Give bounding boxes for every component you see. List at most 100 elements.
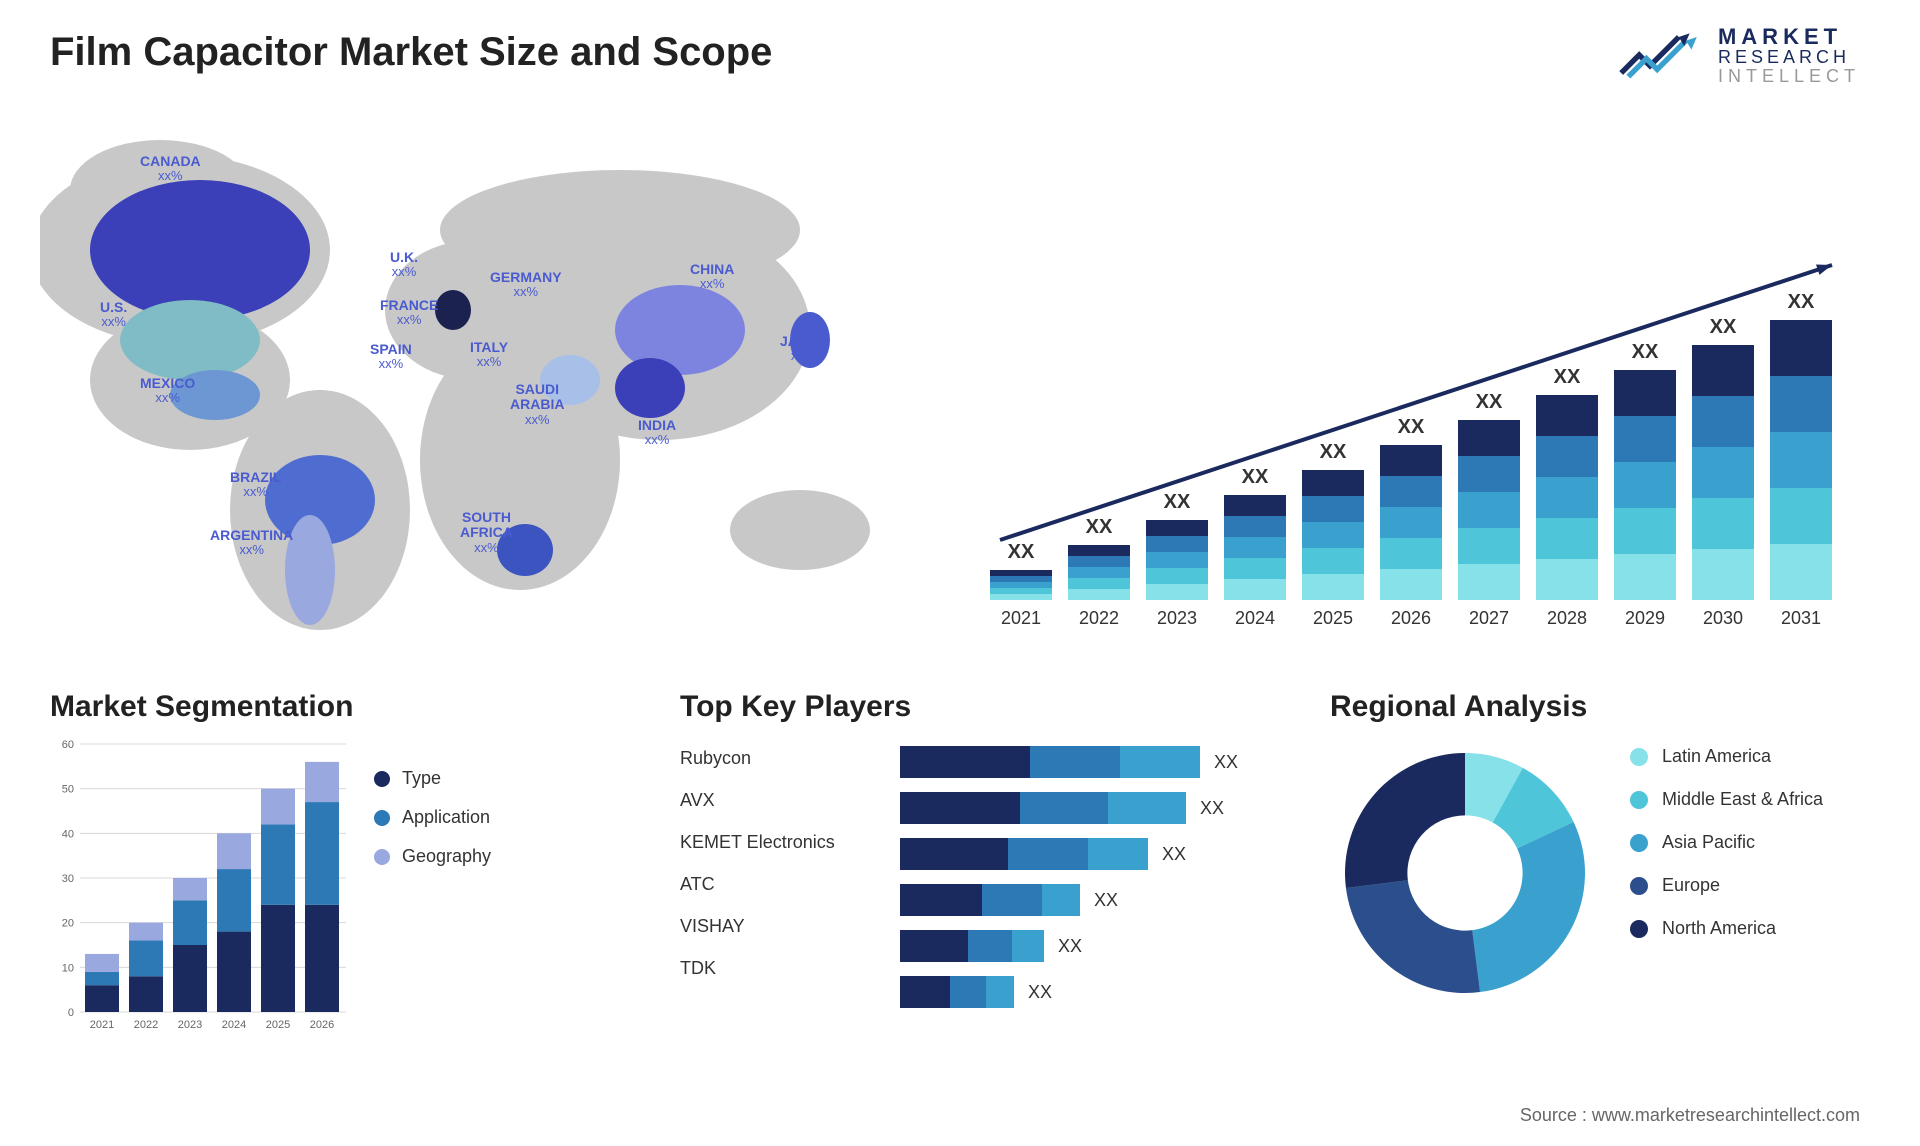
map-label: INDIAxx%	[638, 418, 676, 448]
legend-item: Geography	[374, 846, 491, 867]
svg-text:2029: 2029	[1625, 608, 1665, 628]
segmentation-chart: 0102030405060202120222023202420252026	[50, 738, 350, 1038]
legend-item: Latin America	[1630, 746, 1823, 767]
legend-label: Latin America	[1662, 746, 1771, 767]
player-value: XX	[1162, 844, 1186, 865]
regional-donut	[1330, 738, 1600, 1008]
map-label: SOUTHAFRICAxx%	[460, 510, 513, 555]
player-value: XX	[1028, 982, 1052, 1003]
svg-text:2028: 2028	[1547, 608, 1587, 628]
map-label: CHINAxx%	[690, 262, 734, 292]
player-value: XX	[1058, 936, 1082, 957]
legend-item: North America	[1630, 918, 1823, 939]
svg-text:2027: 2027	[1469, 608, 1509, 628]
players-labels: RubyconAVXKEMET ElectronicsATCVISHAYTDK	[680, 738, 880, 1008]
svg-text:2024: 2024	[222, 1019, 246, 1031]
player-bar	[900, 838, 1148, 870]
svg-text:0: 0	[68, 1007, 74, 1019]
logo-text-3: INTELLECT	[1718, 67, 1860, 86]
map-label: FRANCExx%	[380, 298, 438, 328]
growth-chart: 2021XX2022XX2023XX2024XX2025XX2026XX2027…	[980, 150, 1860, 640]
player-bar-row: XX	[900, 792, 1280, 824]
svg-text:XX: XX	[1788, 291, 1815, 313]
regional-panel: Regional Analysis Latin America Middle Ea…	[1330, 690, 1870, 1008]
svg-text:2025: 2025	[266, 1019, 290, 1031]
legend-dot	[1630, 748, 1648, 766]
regional-title: Regional Analysis	[1330, 690, 1870, 724]
legend-dot	[1630, 877, 1648, 895]
svg-text:50: 50	[62, 784, 74, 796]
player-bar-segment	[1108, 792, 1186, 824]
legend-dot	[374, 849, 390, 865]
player-bar-segment	[900, 792, 1020, 824]
player-bar-segment	[1008, 838, 1088, 870]
svg-text:10: 10	[62, 962, 74, 974]
map-label: CANADAxx%	[140, 154, 201, 184]
player-bar-segment	[900, 930, 968, 962]
legend-label: Asia Pacific	[1662, 832, 1755, 853]
map-label: GERMANYxx%	[490, 270, 562, 300]
map-label: SPAINxx%	[370, 342, 412, 372]
legend-item: Application	[374, 807, 491, 828]
svg-text:XX: XX	[1476, 391, 1503, 413]
page-title: Film Capacitor Market Size and Scope	[50, 30, 772, 75]
segmentation-legend: Type Application Geography	[374, 738, 491, 1038]
map-label: SAUDIARABIAxx%	[510, 382, 564, 427]
map-label: MEXICOxx%	[140, 376, 195, 406]
svg-text:2023: 2023	[178, 1019, 202, 1031]
player-bar-segment	[1030, 746, 1120, 778]
player-bar-segment	[900, 884, 982, 916]
player-bar-row: XX	[900, 838, 1280, 870]
regional-legend: Latin America Middle East & Africa Asia Pa…	[1630, 738, 1823, 939]
legend-item: Middle East & Africa	[1630, 789, 1823, 810]
legend-label: North America	[1662, 918, 1776, 939]
player-name: VISHAY	[680, 916, 880, 937]
svg-text:2022: 2022	[1079, 608, 1119, 628]
legend-dot	[374, 771, 390, 787]
player-bar	[900, 746, 1200, 778]
svg-text:2025: 2025	[1313, 608, 1353, 628]
logo-text-2: RESEARCH	[1718, 48, 1860, 67]
logo-text-1: MARKET	[1718, 25, 1860, 48]
legend-dot	[1630, 834, 1648, 852]
player-name: ATC	[680, 874, 880, 895]
svg-text:XX: XX	[1632, 341, 1659, 363]
legend-item: Asia Pacific	[1630, 832, 1823, 853]
legend-dot	[374, 810, 390, 826]
svg-text:XX: XX	[1398, 416, 1425, 438]
player-name: AVX	[680, 790, 880, 811]
svg-text:2030: 2030	[1703, 608, 1743, 628]
legend-label: Application	[402, 807, 490, 828]
legend-item: Type	[374, 768, 491, 789]
player-bar	[900, 792, 1186, 824]
player-bar	[900, 930, 1044, 962]
players-bars: XXXXXXXXXXXX	[900, 738, 1280, 1008]
player-name: KEMET Electronics	[680, 832, 880, 853]
svg-text:2026: 2026	[1391, 608, 1431, 628]
legend-label: Geography	[402, 846, 491, 867]
svg-text:2021: 2021	[90, 1019, 114, 1031]
player-bar-segment	[1042, 884, 1080, 916]
svg-text:2022: 2022	[134, 1019, 158, 1031]
svg-text:2023: 2023	[1157, 608, 1197, 628]
player-bar	[900, 976, 1014, 1008]
svg-text:XX: XX	[1242, 466, 1269, 488]
brand-logo: MARKET RESEARCH INTELLECT	[1614, 25, 1860, 86]
segmentation-title: Market Segmentation	[50, 690, 610, 724]
svg-text:XX: XX	[1164, 491, 1191, 513]
player-value: XX	[1214, 752, 1238, 773]
svg-text:XX: XX	[1320, 441, 1347, 463]
map-label: U.K.xx%	[390, 250, 418, 280]
map-label: ITALYxx%	[470, 340, 508, 370]
source-line: Source : www.marketresearchintellect.com	[1520, 1105, 1860, 1126]
svg-text:XX: XX	[1710, 316, 1737, 338]
player-bar-row: XX	[900, 976, 1280, 1008]
player-bar-segment	[1012, 930, 1044, 962]
logo-icon	[1614, 25, 1704, 85]
segmentation-panel: Market Segmentation 01020304050602021202…	[50, 690, 610, 1038]
svg-text:2031: 2031	[1781, 608, 1821, 628]
player-bar-segment	[1020, 792, 1108, 824]
player-bar-segment	[968, 930, 1012, 962]
svg-text:60: 60	[62, 739, 74, 751]
svg-text:2021: 2021	[1001, 608, 1041, 628]
